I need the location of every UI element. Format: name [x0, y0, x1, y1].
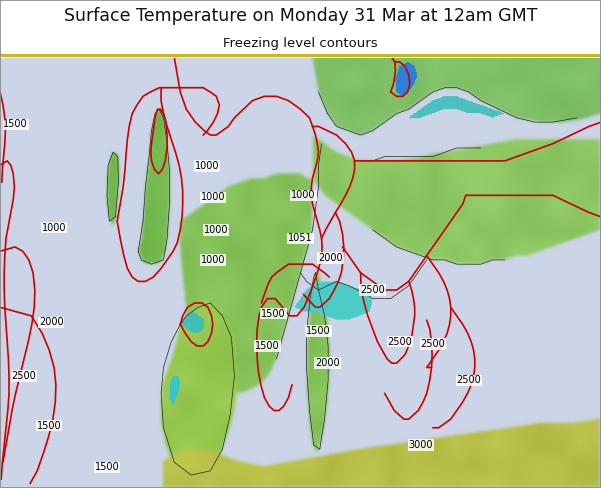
Text: 1500: 1500: [37, 421, 61, 430]
Text: 1000: 1000: [195, 161, 219, 171]
Text: 1500: 1500: [307, 326, 331, 336]
Text: 2000: 2000: [316, 358, 340, 368]
Text: Surface Temperature on Monday 31 Mar at 12am GMT: Surface Temperature on Monday 31 Mar at …: [64, 7, 537, 25]
Text: 1000: 1000: [201, 255, 225, 265]
Text: 1500: 1500: [95, 462, 119, 472]
Text: 2500: 2500: [420, 339, 445, 349]
Text: 1051: 1051: [288, 233, 313, 244]
Text: 1500: 1500: [4, 119, 28, 129]
Text: 2000: 2000: [319, 253, 343, 263]
Text: 1000: 1000: [42, 223, 66, 233]
Text: 1000: 1000: [204, 225, 228, 235]
Text: 1000: 1000: [201, 192, 225, 203]
Text: 2500: 2500: [11, 371, 37, 381]
Text: 2500: 2500: [360, 285, 385, 295]
Text: 2500: 2500: [456, 375, 481, 386]
Text: 2500: 2500: [387, 337, 412, 346]
Text: 2000: 2000: [39, 317, 63, 327]
Text: 1500: 1500: [261, 309, 285, 319]
Text: Freezing level contours: Freezing level contours: [223, 37, 378, 50]
Text: 3000: 3000: [409, 440, 433, 450]
Text: 1500: 1500: [255, 341, 279, 351]
Text: 1000: 1000: [291, 190, 316, 200]
